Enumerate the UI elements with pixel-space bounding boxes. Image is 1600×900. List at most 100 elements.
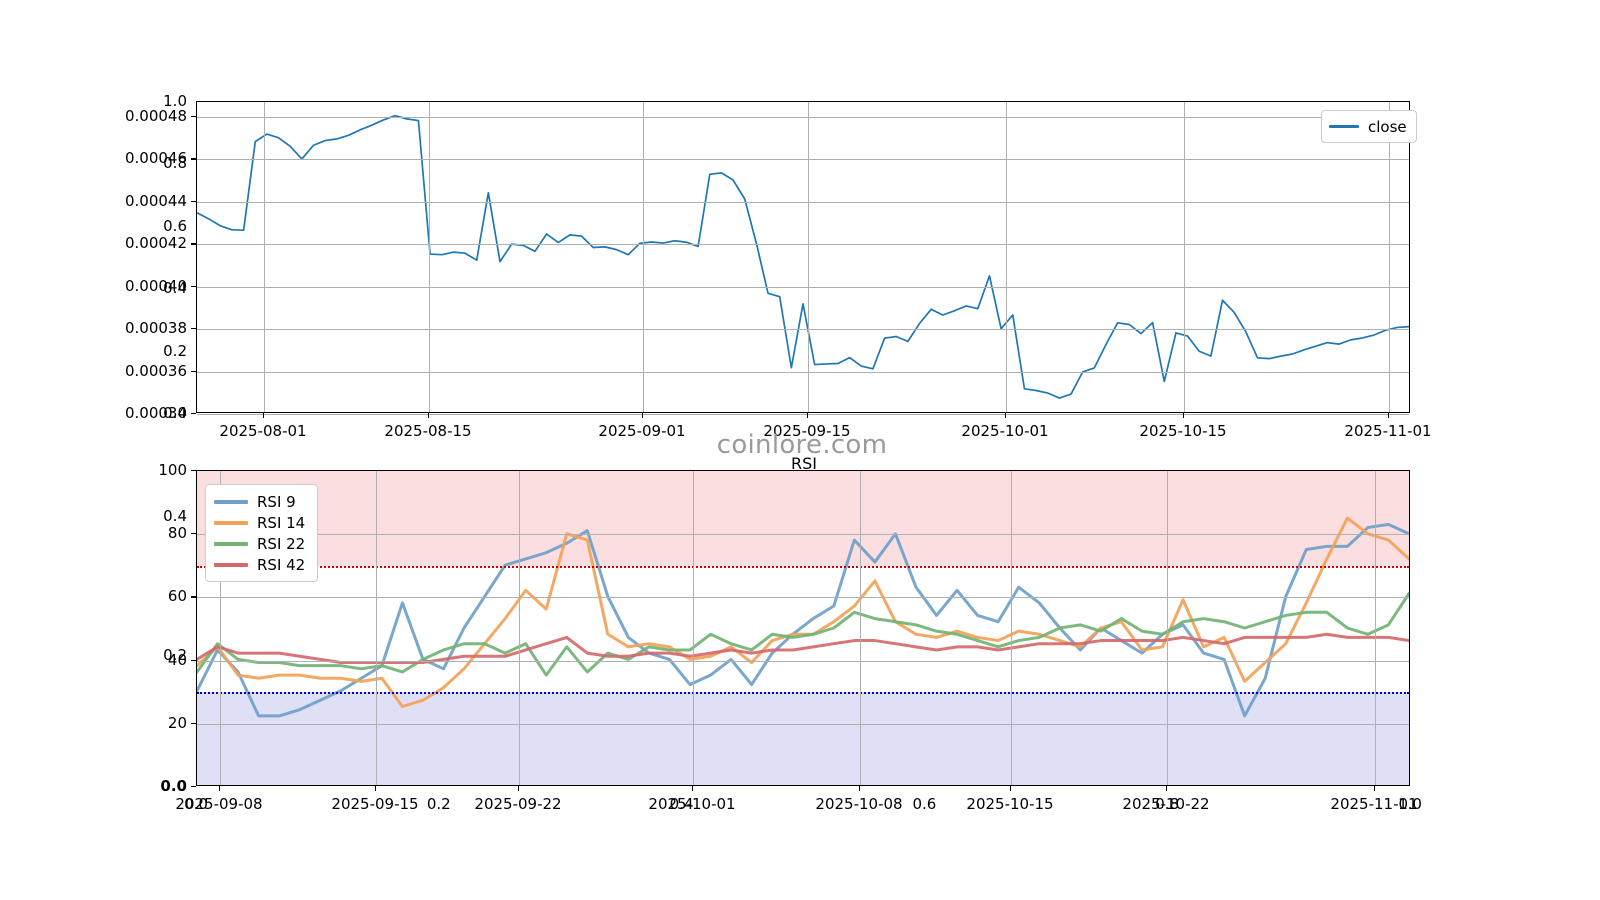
oversold-zone bbox=[197, 692, 1409, 785]
price-y-tick-label: 0.00042 bbox=[124, 234, 187, 253]
price-y-tick-label: 0.00038 bbox=[124, 319, 187, 338]
rsi-y-tick-label: 40 bbox=[167, 650, 187, 669]
grid-line-horizontal bbox=[197, 597, 1409, 599]
tick-mark bbox=[692, 786, 694, 791]
rsi-ghost-y-tick-label: 0.0 bbox=[160, 777, 187, 795]
grid-line-vertical bbox=[1006, 102, 1007, 412]
legend-label-rsi-42: RSI 42 bbox=[257, 555, 306, 574]
tick-mark bbox=[1388, 413, 1390, 418]
rsi-y-tick-label: 60 bbox=[167, 587, 187, 606]
grid-line-horizontal bbox=[197, 159, 1409, 161]
grid-line-horizontal bbox=[197, 116, 1409, 118]
rsi-x-tick-label: 2025-10-08 bbox=[815, 795, 903, 813]
tick-mark bbox=[191, 285, 196, 287]
grid-line-horizontal bbox=[197, 534, 1409, 536]
rsi-x-tick-label: 2025-09-15 bbox=[331, 795, 419, 813]
rsi-line-rsi-9 bbox=[197, 524, 1409, 716]
rsi-ghost-y-tick-label: 0.2 bbox=[163, 646, 187, 664]
legend-label-close: close bbox=[1368, 117, 1407, 136]
legend-item-rsi-42: RSI 42 bbox=[214, 554, 305, 575]
tick-mark bbox=[1183, 413, 1185, 418]
tick-mark bbox=[428, 413, 430, 418]
grid-line-vertical bbox=[808, 102, 809, 412]
rsi-y-tick-label: 20 bbox=[167, 713, 187, 732]
price-line-close bbox=[197, 116, 1409, 398]
price-y-tick-label: 0.00036 bbox=[124, 361, 187, 380]
price-series-svg bbox=[197, 102, 1409, 412]
overbought-line bbox=[197, 565, 1409, 568]
price-chart-panel bbox=[196, 101, 1410, 415]
grid-line-vertical bbox=[693, 471, 694, 785]
price-y-tick-label: 0.00046 bbox=[124, 149, 187, 168]
grid-line-horizontal bbox=[197, 414, 1409, 415]
rsi-ghost-x-tick-label: 0.0 bbox=[184, 795, 208, 813]
grid-line-horizontal bbox=[197, 244, 1409, 246]
rsi-ghost-x-tick-label: 0.6 bbox=[912, 795, 937, 813]
legend-swatch-rsi-42 bbox=[214, 562, 248, 567]
legend-swatch-rsi-9 bbox=[214, 499, 248, 504]
price-x-tick-label: 2025-10-01 bbox=[961, 422, 1049, 440]
price-ghost-y-tick-label: 0.4 bbox=[163, 279, 187, 298]
grid-line-vertical bbox=[1184, 102, 1185, 412]
grid-line-vertical bbox=[643, 102, 644, 412]
rsi-legend: RSI 9 RSI 14 RSI 22 RSI 42 bbox=[205, 484, 319, 582]
grid-line-horizontal bbox=[197, 286, 1409, 288]
rsi-ghost-x-tick-label: 0.4 bbox=[669, 795, 694, 813]
price-y-tick-label: 0.00034 bbox=[124, 404, 187, 422]
rsi-x-tick-label: 2025-09-08 bbox=[175, 795, 263, 813]
price-x-tick-label: 2025-10-15 bbox=[1139, 422, 1227, 440]
oversold-line bbox=[197, 692, 1409, 695]
legend-item-close: close bbox=[1329, 116, 1407, 137]
grid-line-horizontal bbox=[197, 371, 1409, 373]
grid-line-horizontal bbox=[197, 329, 1409, 331]
grid-line-vertical bbox=[1167, 471, 1168, 785]
price-y-tick-label: 0.00048 bbox=[124, 106, 187, 125]
legend-swatch-rsi-22 bbox=[214, 541, 248, 546]
tick-mark bbox=[191, 243, 196, 245]
legend-swatch-close bbox=[1329, 125, 1359, 128]
rsi-line-rsi-22 bbox=[197, 593, 1409, 675]
grid-line-vertical bbox=[860, 471, 861, 785]
rsi-x-tick-label: 2025-10-01 bbox=[648, 795, 736, 813]
rsi-y-tick-label: 80 bbox=[167, 524, 187, 543]
price-ghost-y-tick-label: 0.0 bbox=[163, 404, 187, 422]
tick-mark bbox=[263, 413, 265, 418]
price-y-tick-label: 0.00044 bbox=[124, 191, 187, 210]
legend-label-rsi-14: RSI 14 bbox=[257, 513, 306, 532]
price-y-tick-label: 0.00040 bbox=[124, 276, 187, 295]
tick-mark bbox=[642, 413, 644, 418]
rsi-x-tick-label: 2025-10-22 bbox=[1122, 795, 1210, 813]
legend-item-rsi-9: RSI 9 bbox=[214, 491, 305, 512]
grid-line-horizontal bbox=[197, 660, 1409, 662]
price-ghost-y-tick-label: 1.0 bbox=[163, 92, 187, 110]
tick-mark bbox=[191, 200, 196, 203]
rsi-ghost-y-tick-label: 0.4 bbox=[163, 507, 187, 525]
rsi-x-tick-label: 2025-09-22 bbox=[474, 795, 562, 813]
rsi-line-rsi-42 bbox=[197, 634, 1409, 662]
watermark: coinlore.com bbox=[716, 430, 888, 460]
price-ghost-y-tick-label: 0.8 bbox=[163, 154, 187, 173]
tick-mark bbox=[191, 722, 196, 725]
grid-line-vertical bbox=[1011, 471, 1012, 785]
rsi-chart-panel bbox=[196, 470, 1410, 786]
grid-line-vertical bbox=[264, 102, 265, 412]
legend-item-rsi-22: RSI 22 bbox=[214, 533, 305, 554]
rsi-y-tick-label: 0 bbox=[177, 777, 187, 795]
tick-mark bbox=[191, 470, 196, 472]
grid-line-vertical bbox=[429, 102, 430, 412]
grid-line-vertical bbox=[1389, 102, 1390, 412]
overbought-zone bbox=[197, 471, 1409, 566]
rsi-chart-title: RSI bbox=[791, 454, 817, 473]
rsi-line-rsi-14 bbox=[197, 518, 1409, 706]
tick-mark bbox=[191, 370, 196, 372]
rsi-y-tick-label: 100 bbox=[158, 461, 187, 479]
tick-mark bbox=[191, 115, 196, 118]
grid-line-vertical bbox=[519, 471, 520, 785]
grid-line-vertical bbox=[376, 471, 377, 785]
price-ghost-y-tick-label: 0.2 bbox=[163, 341, 187, 360]
grid-line-horizontal bbox=[197, 201, 1409, 203]
tick-mark bbox=[1010, 786, 1012, 791]
legend-swatch-rsi-14 bbox=[214, 520, 248, 525]
price-x-tick-label: 2025-08-15 bbox=[384, 422, 472, 440]
